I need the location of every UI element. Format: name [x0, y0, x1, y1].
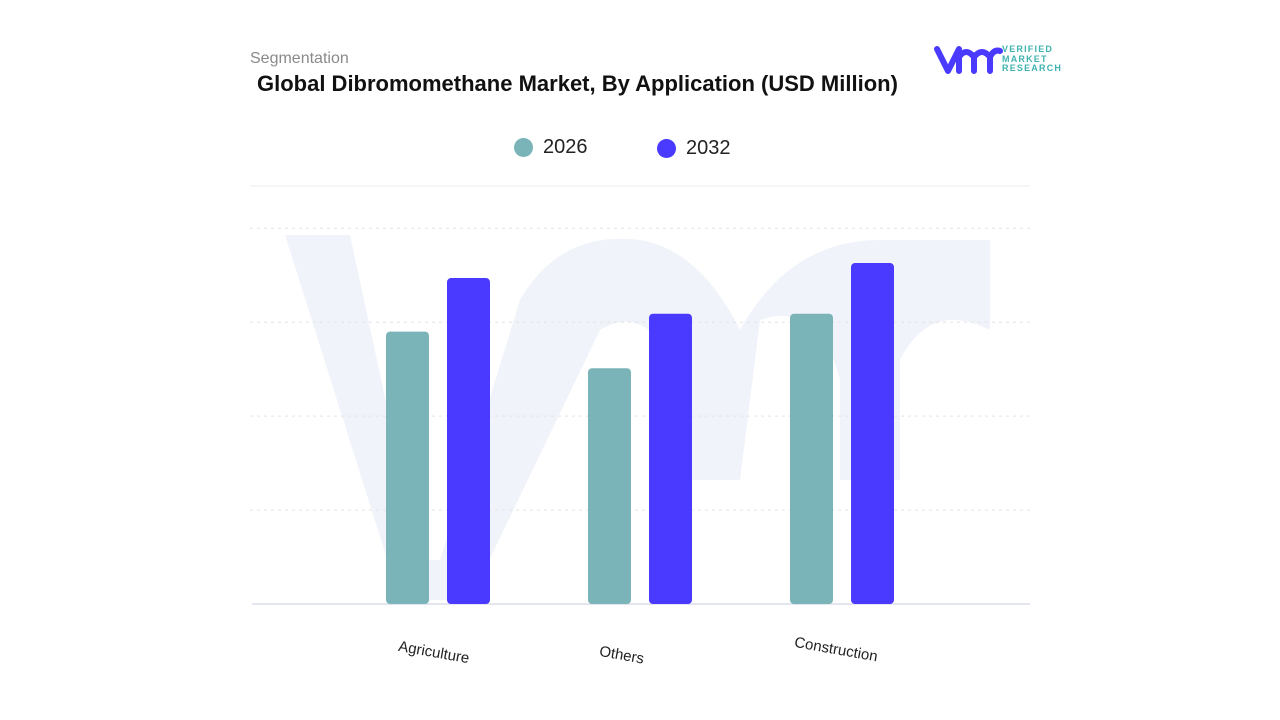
logo-line: MARKET [1002, 53, 1048, 64]
legend-item-2026[interactable]: 2026 [514, 136, 588, 159]
legend-swatch-2026 [514, 138, 533, 157]
bar-others-2032 [649, 313, 692, 604]
legend-item-2032[interactable]: 2032 [657, 137, 731, 160]
logo-line: VERIFIED [1002, 44, 1054, 54]
bar-construction-2026 [790, 313, 833, 604]
legend-swatch-2032 [657, 139, 676, 158]
logo-line: RESEARCH [1002, 63, 1063, 73]
vmr-logo-icon [934, 46, 1003, 74]
chart-title: Global Dibromomethane Market, By Applica… [257, 71, 898, 96]
bar-construction-2032 [851, 263, 894, 604]
legend-label: 2032 [686, 137, 731, 159]
bar-agriculture-2032 [447, 278, 490, 604]
logo-text: VERIFIED MARKET RESEARCH [1002, 44, 1063, 74]
section-label: Segmentation [250, 50, 349, 67]
legend-label: 2026 [543, 136, 588, 158]
bar-agriculture-2026 [386, 331, 429, 604]
bar-others-2026 [588, 368, 631, 604]
